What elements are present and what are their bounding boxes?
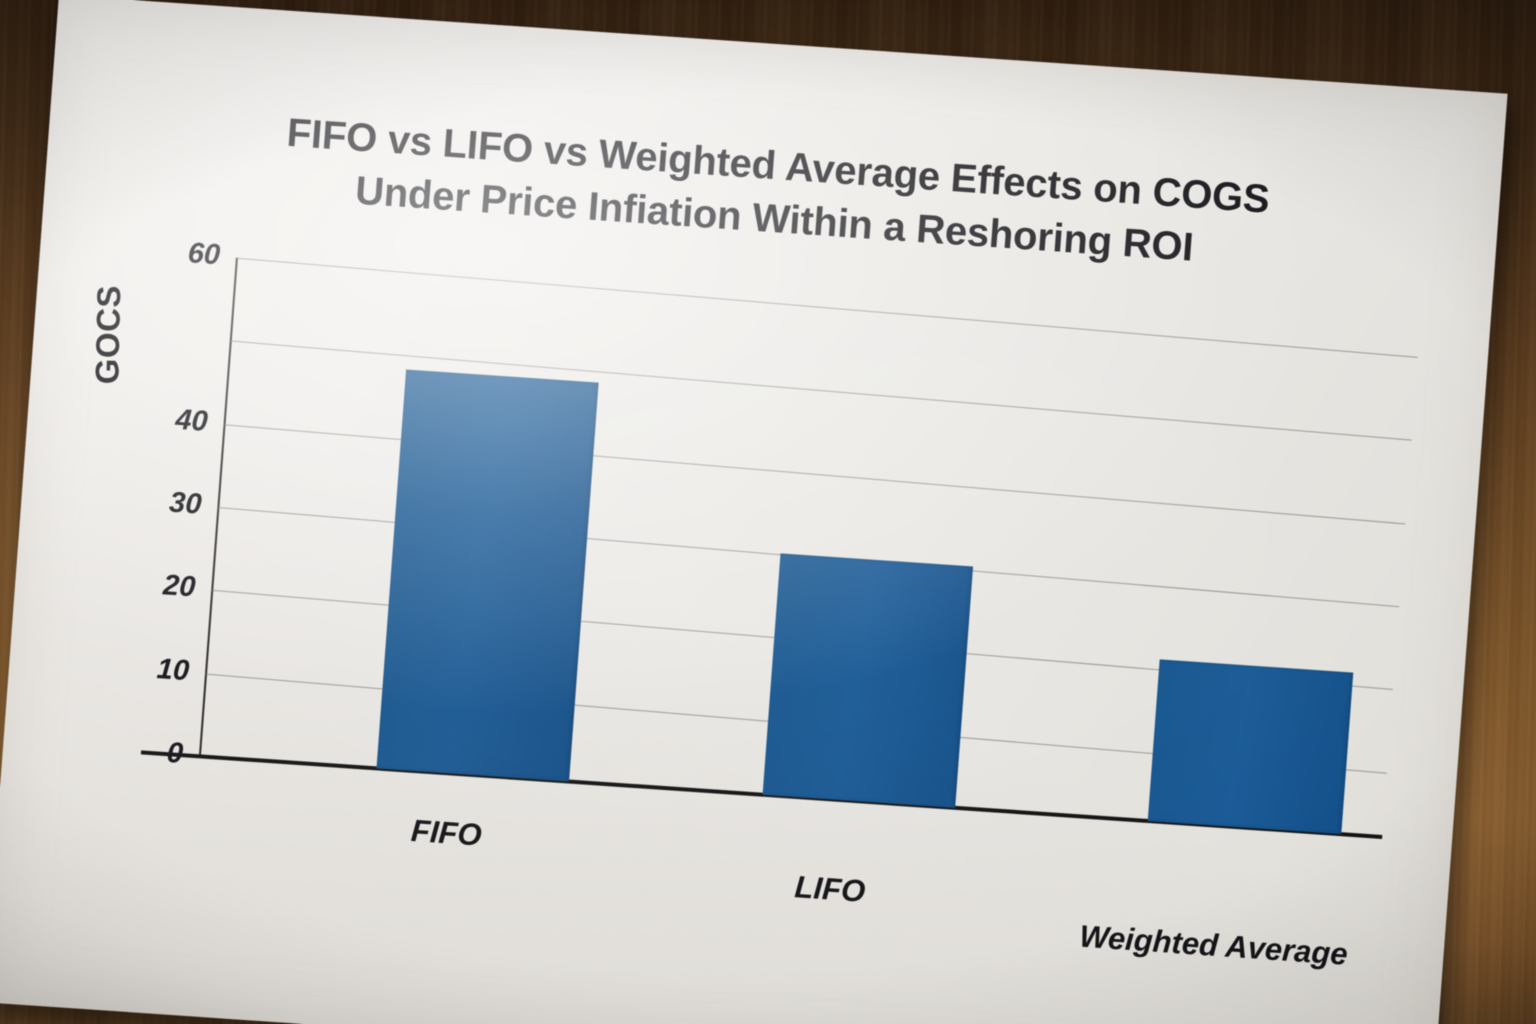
y-axis-tick-label: 60: [186, 237, 222, 272]
y-axis-tick-label: 40: [174, 403, 209, 438]
bar: [762, 553, 973, 808]
y-axis-tick-label: 0: [165, 736, 185, 770]
y-axis-label: GOCS: [88, 284, 128, 385]
y-axis-tick-label: 20: [161, 569, 197, 604]
chart-title: FIFO vs LIFO vs Weighted Average Effects…: [194, 101, 1359, 286]
y-axis-tick-label: 10: [155, 652, 191, 687]
bar: [376, 369, 599, 782]
y-axis-tick-label: 30: [168, 486, 203, 521]
x-axis-tick-label: LIFO: [793, 869, 867, 909]
x-axis-tick-label: Weighted Average: [1078, 918, 1349, 972]
bar: [1147, 658, 1353, 835]
plot-area: 0 10 20 30 40 60 FIFO LIFO Weighted Average: [140, 237, 1418, 972]
x-axis-tick-label: FIFO: [409, 812, 483, 853]
